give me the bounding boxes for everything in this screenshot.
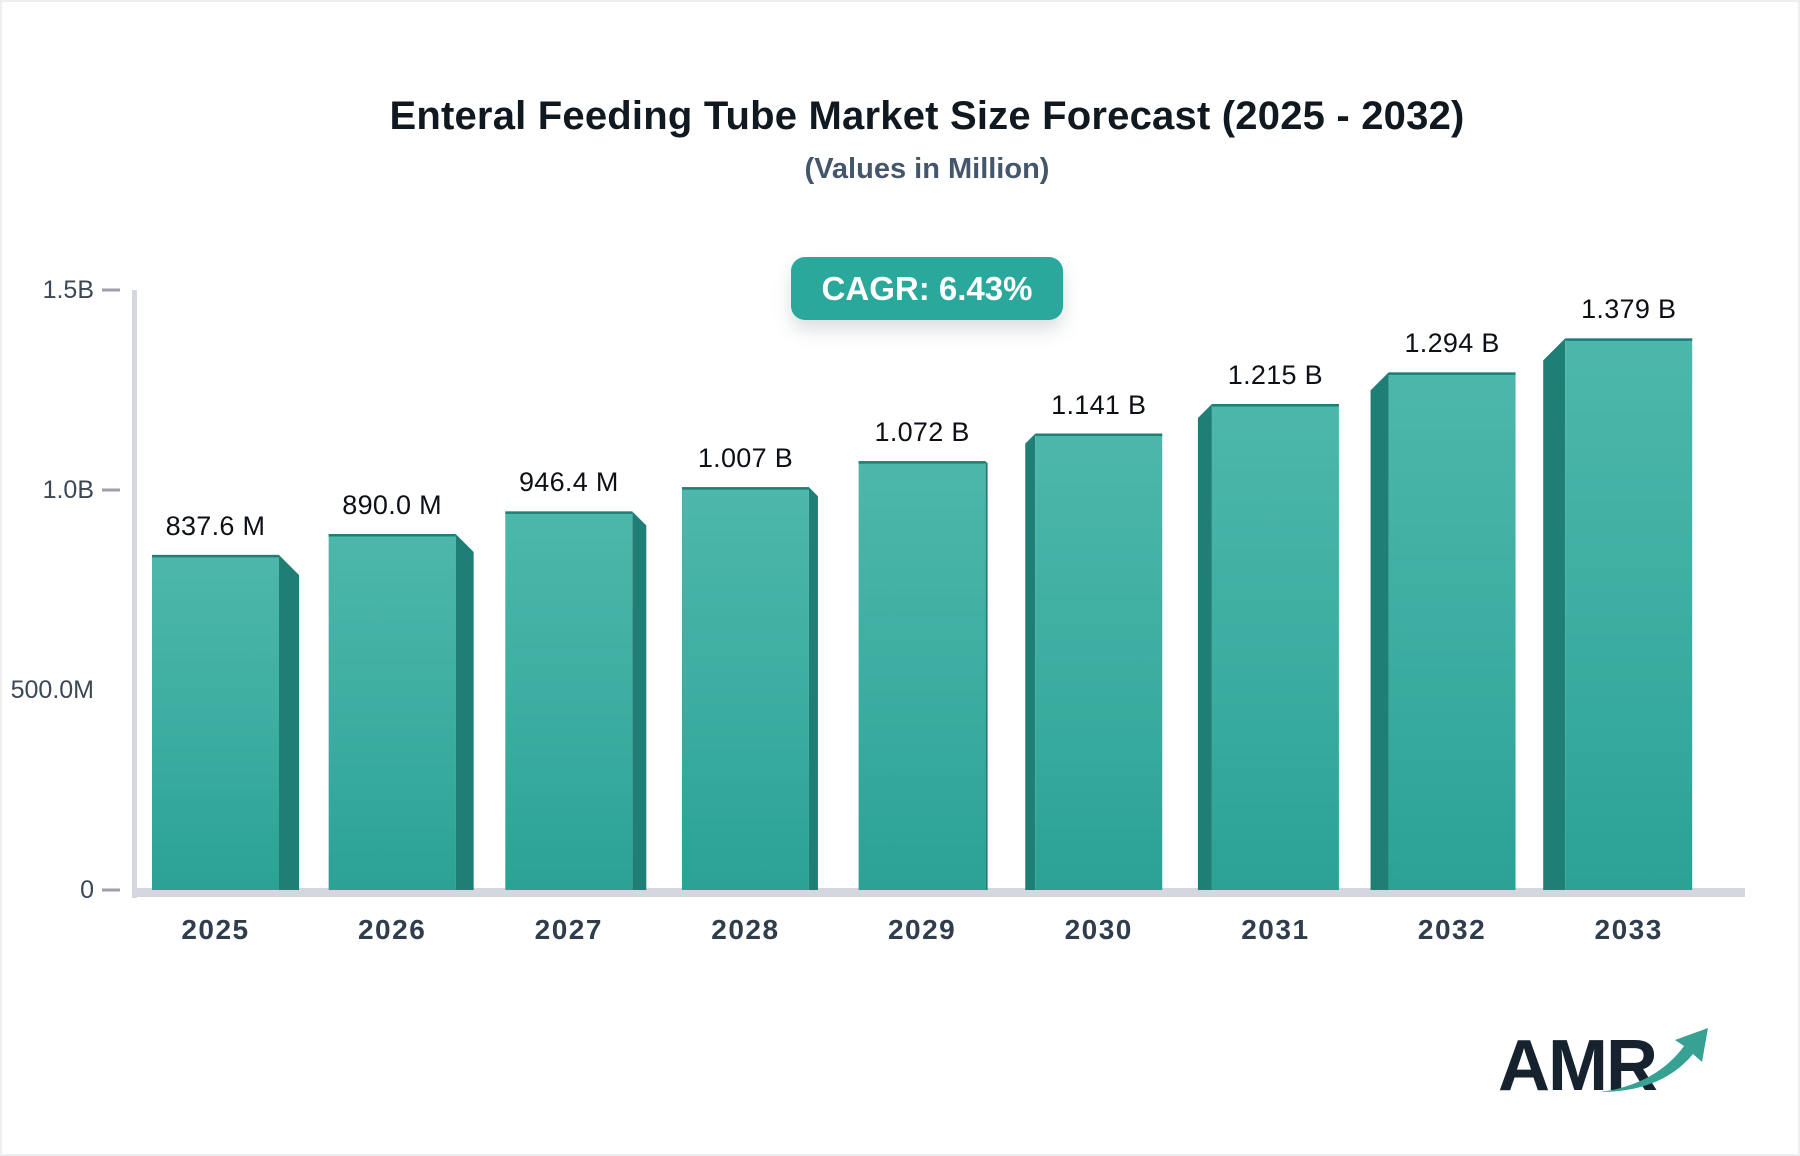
chart-title: Enteral Feeding Tube Market Size Forecas…	[389, 94, 1465, 138]
bar-value-label-2030: 1.141 B	[1051, 389, 1147, 420]
bar-value-label-2027: 946.4 M	[518, 467, 619, 498]
bar-value-label-2025: 837.6 M	[165, 510, 266, 541]
y-axis-label-1.5B: 1.5B	[42, 276, 94, 304]
x-axis-label-2029: 2029	[887, 914, 957, 945]
chart-header: Enteral Feeding Tube Market Size Forecas…	[52, 2, 1798, 186]
x-axis-label-2026: 2026	[357, 914, 427, 945]
x-axis-label-2025: 2025	[181, 914, 250, 945]
growth-arrow-icon	[1600, 1028, 1708, 1092]
amr-logo-text: AMR	[1498, 1026, 1658, 1106]
bar-2032	[1370, 372, 1516, 890]
bar-value-label-2026: 890.0 M	[342, 490, 442, 520]
y-axis-label-0: 0	[80, 876, 94, 904]
bar-value-label-2029: 1.072 B	[874, 417, 970, 448]
bar-2027	[505, 511, 647, 890]
bar-2028	[681, 487, 818, 890]
y-axis-label-1.0B: 1.0B	[42, 476, 94, 504]
bar-2026	[328, 533, 474, 890]
bar-2030	[1025, 433, 1163, 890]
x-axis-label-2027: 2027	[534, 914, 603, 945]
chart-subtitle: (Values in Million)	[804, 153, 1050, 185]
bar-value-label-2028: 1.007 B	[697, 443, 794, 474]
x-axis-label-2028: 2028	[711, 914, 780, 945]
bar-2031	[1197, 403, 1339, 890]
bar-value-label-2032: 1.294 B	[1404, 328, 1500, 359]
x-axis-label-2031: 2031	[1241, 914, 1310, 945]
x-axis-label-2030: 2030	[1064, 914, 1133, 945]
cagr-badge-label: CAGR: 6.43%	[821, 270, 1033, 307]
axes	[102, 288, 1745, 898]
x-axis-label-2032: 2032	[1417, 914, 1487, 945]
bar-2033	[1543, 338, 1693, 890]
bar-value-label-2033: 1.379 B	[1581, 294, 1677, 325]
bars-group	[152, 338, 1693, 890]
cagr-badge: CAGR: 6.43%	[791, 257, 1063, 320]
y-axis-label-500.0M: 500.0M	[10, 676, 94, 704]
amr-logo: AMR	[1498, 1022, 1708, 1106]
x-axis-label-2033: 2033	[1594, 914, 1663, 945]
bar-2029	[858, 461, 988, 890]
bar-2025	[152, 554, 299, 890]
bar-value-label-2031: 1.215 B	[1227, 360, 1323, 390]
